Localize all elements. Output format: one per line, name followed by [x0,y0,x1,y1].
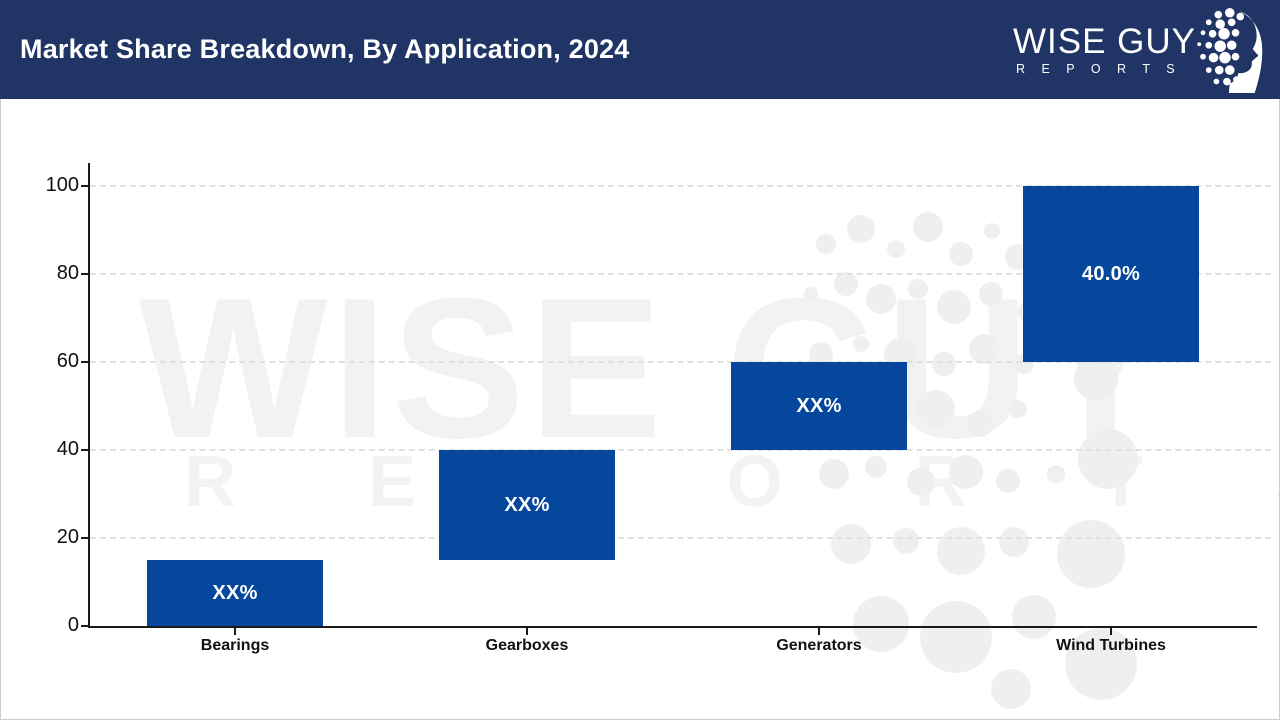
y-axis-tick-label: 100 [45,174,79,196]
y-axis-line [88,163,90,628]
y-axis-tick-label: 40 [56,438,79,460]
wise-guy-reports-logo: WISE GUY R E P O R T S [1013,7,1268,93]
gridline-y100 [90,185,1271,187]
y-axis-tick-label: 20 [56,526,79,548]
x-axis-tick-mark [526,628,528,635]
chart-card: WISE GUY R E P O R T S [0,99,1280,720]
bar-value-label: XX% [796,394,842,417]
bar-bearings: XX% [147,560,323,626]
category-label-wind-turbines: Wind Turbines [1056,637,1166,654]
x-axis-tick-mark [234,628,236,635]
header-bar: Market Share Breakdown, By Application, … [0,0,1280,99]
bar-generators: XX% [731,362,907,450]
y-axis-tick-mark [81,449,89,451]
x-axis-tick-mark [818,628,820,635]
gridline-y60 [90,361,1271,363]
y-axis-tick-mark [81,361,89,363]
gridline-y80 [90,273,1271,275]
dotted-face-profile-icon [1197,7,1263,93]
y-axis-tick-mark [81,273,89,275]
bar-value-label: XX% [504,493,550,516]
gridline-y40 [90,449,1271,451]
gridline-y20 [90,537,1271,539]
y-axis-tick-mark [81,185,89,187]
logo-text: WISE GUY R E P O R T S [1013,24,1196,76]
waterfall-chart: 0 20 40 60 80 100 XX% Bearings XX% Gearboxes XX% Ge… [1,99,1279,719]
logo-wordmark: WISE GUY [1012,21,1196,61]
logo-subtitle: R E P O R T S [1015,61,1182,76]
y-axis-tick-mark [81,537,89,539]
page-title: Market Share Breakdown, By Application, … [20,34,630,64]
category-label-gearboxes: Gearboxes [485,637,569,654]
bar-wind-turbines: 40.0% [1023,186,1199,362]
y-axis-tick-label: 60 [56,350,79,372]
bar-value-label: 40.0% [1081,262,1141,285]
x-axis-tick-mark [1110,628,1112,635]
y-axis-tick-label: 0 [67,614,79,636]
category-label-generators: Generators [776,637,862,654]
y-axis-tick-label: 80 [56,262,79,284]
bar-gearboxes: XX% [439,450,615,560]
y-axis-tick-mark [81,625,89,627]
bar-value-label: XX% [212,581,258,604]
x-axis-line [88,626,1257,628]
category-label-bearings: Bearings [200,637,270,654]
